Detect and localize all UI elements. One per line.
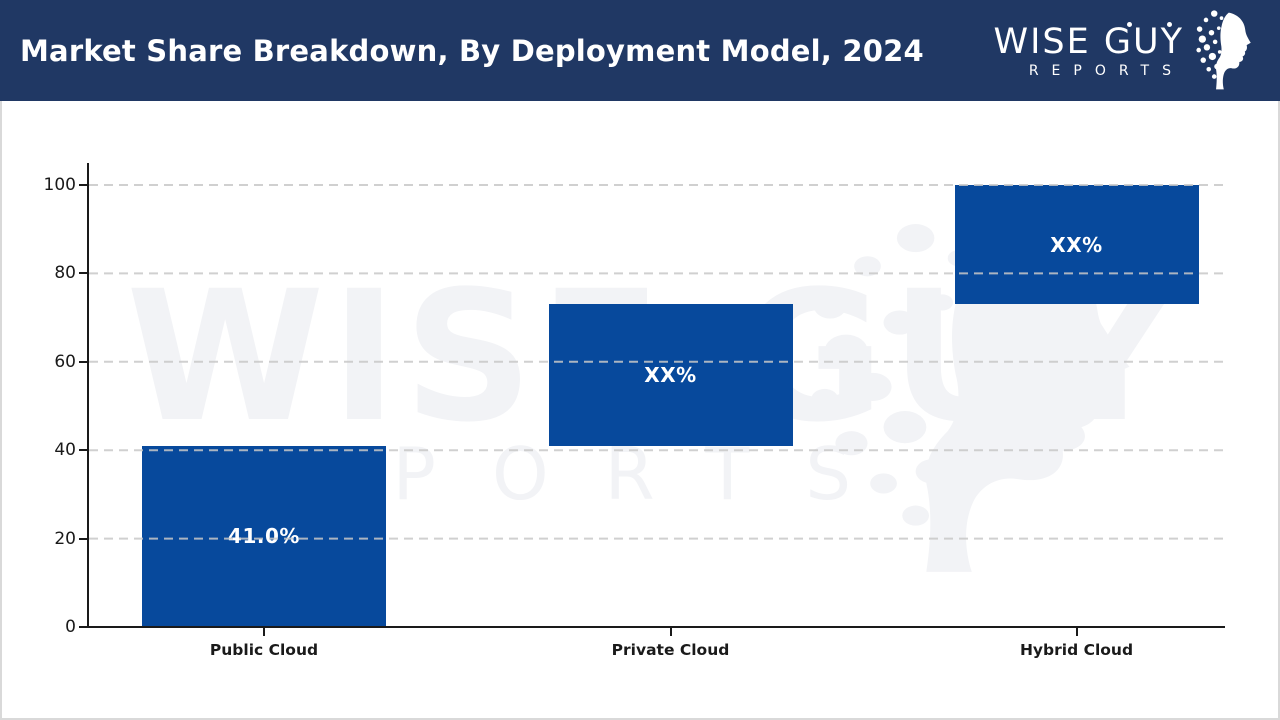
brand-logo-text: WISE GUY REPORTS bbox=[993, 22, 1184, 79]
x-category-label-private-cloud: Private Cloud bbox=[611, 641, 730, 659]
y-tick-label: 100 bbox=[43, 175, 76, 195]
y-tick-mark bbox=[79, 626, 87, 628]
logo-accent-dot bbox=[1167, 22, 1172, 28]
y-tick-label: 40 bbox=[54, 440, 76, 461]
x-tick-mark bbox=[669, 628, 672, 636]
y-tick-mark bbox=[79, 537, 87, 540]
bar-value-label: XX% bbox=[644, 363, 697, 388]
brand-subtitle: REPORTS bbox=[1028, 62, 1184, 79]
x-tick-mark bbox=[1075, 628, 1078, 636]
brand-name: WISE GUY bbox=[993, 22, 1184, 63]
x-tick-mark bbox=[263, 628, 265, 636]
y-tick-label: 60 bbox=[54, 351, 76, 372]
y-tick-label: 0 bbox=[65, 617, 76, 637]
bar-public-cloud: 41.0% bbox=[142, 445, 386, 627]
page-title: Market Share Breakdown, By Deployment Mo… bbox=[20, 33, 924, 68]
brand-logo: WISE GUY REPORTS bbox=[993, 6, 1266, 96]
header-bar: Market Share Breakdown, By Deployment Mo… bbox=[0, 0, 1280, 101]
y-tick-mark bbox=[79, 449, 87, 452]
y-tick-label: 80 bbox=[54, 263, 76, 284]
bar-value-label: XX% bbox=[1050, 232, 1103, 257]
y-tick-label: 20 bbox=[54, 528, 76, 549]
bar-value-label: 41.0% bbox=[228, 524, 300, 549]
x-axis-spine bbox=[86, 625, 1225, 628]
face-profile-icon bbox=[1196, 10, 1251, 90]
y-axis-spine bbox=[86, 163, 89, 627]
y-tick-mark bbox=[79, 360, 87, 363]
y-tick-mark bbox=[79, 184, 87, 186]
bar-hybrid-cloud: XX% bbox=[954, 185, 1199, 305]
x-category-label-hybrid-cloud: Hybrid Cloud bbox=[1019, 641, 1134, 659]
watermark-face-icon bbox=[811, 224, 1130, 572]
y-tick-mark bbox=[79, 272, 87, 275]
bar-private-cloud: XX% bbox=[548, 304, 793, 446]
x-category-label-public-cloud: Public Cloud bbox=[209, 641, 319, 659]
logo-accent-dot bbox=[1127, 22, 1132, 28]
